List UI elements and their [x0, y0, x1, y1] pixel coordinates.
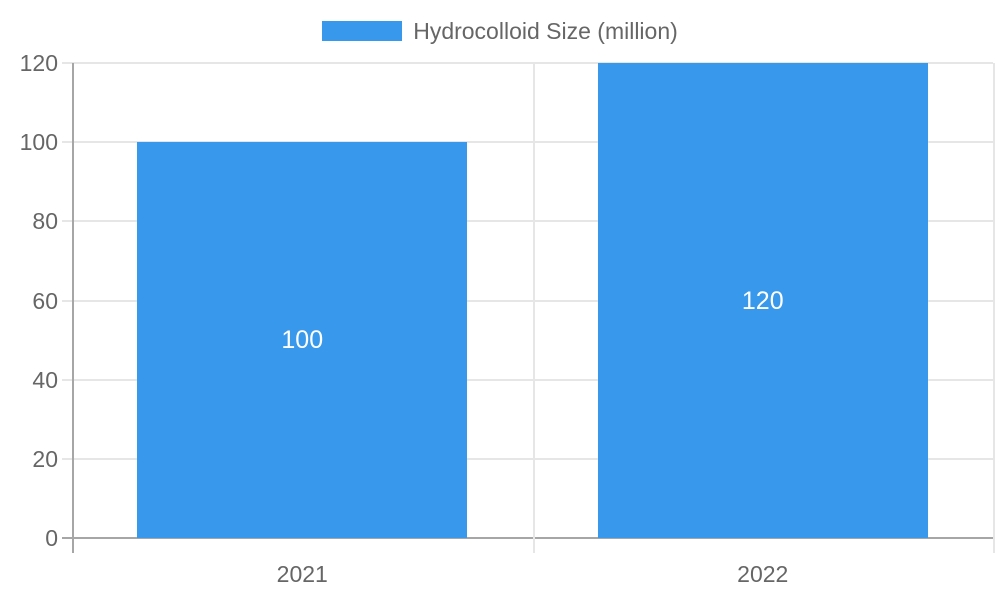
y-tick-label-120: 120 [19, 50, 58, 76]
plot-right-border [993, 63, 995, 553]
y-tick-label-40: 40 [32, 366, 58, 393]
y-tick-label-20: 20 [32, 445, 58, 472]
gridline-y-120 [62, 62, 993, 64]
gridline-y-80 [62, 220, 993, 223]
bar-value-label-2021: 100 [281, 326, 324, 355]
x-tick-label-2022: 2022 [737, 561, 789, 587]
y-tick-label-60: 60 [32, 287, 58, 314]
gridline-y-100 [62, 141, 993, 144]
y-tick-label-80: 80 [32, 208, 58, 235]
category-divider [532, 63, 535, 553]
gridline-y-40 [62, 378, 993, 381]
bar-2021[interactable] [137, 142, 468, 538]
bar-2022[interactable] [597, 63, 928, 538]
chart-legend[interactable]: Hydrocolloid Size (million) [0, 18, 1000, 44]
y-tick-label-100: 100 [19, 129, 58, 156]
y-axis-line [72, 63, 74, 553]
gridline-y-20 [62, 457, 993, 460]
legend-label: Hydrocolloid Size (million) [413, 18, 678, 44]
bar-value-label-2022: 120 [741, 286, 784, 315]
gridline-y-0 [62, 537, 993, 539]
x-tick-label-2021: 2021 [276, 561, 328, 587]
gridline-y-60 [62, 299, 993, 302]
y-tick-label-0: 0 [45, 525, 58, 551]
legend-swatch [322, 21, 403, 41]
